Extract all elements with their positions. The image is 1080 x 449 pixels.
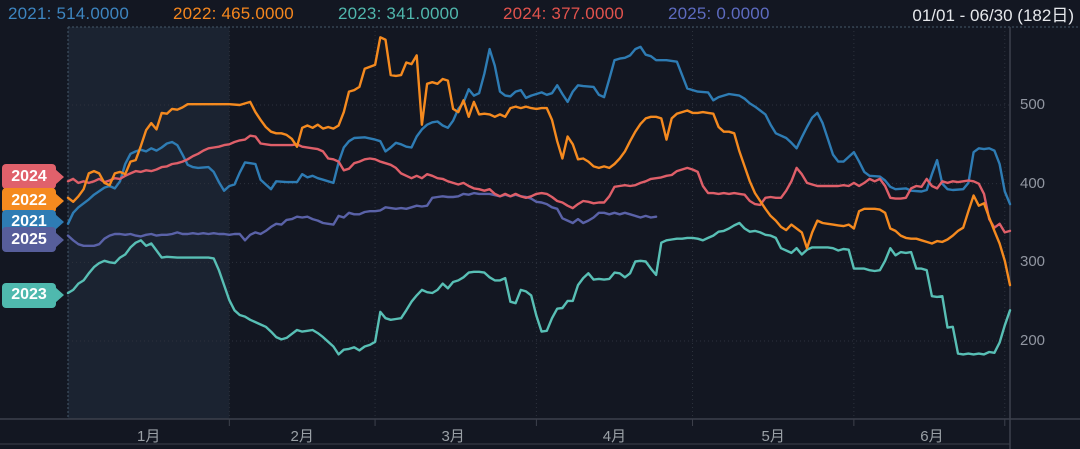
legend-item-2024[interactable]: 2024: 377.0000 [502,3,624,23]
x-axis-label-1月: 1月 [136,428,161,445]
x-axis-label-5月: 5月 [761,428,785,445]
series-value-badge-2023: 2023 [2,282,56,308]
legend-item-2025[interactable]: 2025: 0.0000 [667,3,770,23]
chart-legend: 2021: 514.0000 2022: 465.0000 2023: 341.00… [0,4,770,24]
date-range-label: 01/01 - 06/30 (182日) [912,6,1074,25]
series-value-badge-2025: 2025 [2,227,56,253]
y-axis-label-500: 500 [1020,96,1046,113]
series-value-badge-2024: 2024 [2,164,56,190]
y-axis-label-200: 200 [1020,332,1046,349]
x-axis-label-3月: 3月 [441,428,465,445]
legend-item-2023[interactable]: 2023: 341.0000 [337,3,459,23]
series-line-2025[interactable] [66,191,658,248]
january-highlight-region [68,27,230,419]
series-line-2023[interactable] [66,221,1012,356]
series-line-2021[interactable] [66,45,1012,226]
chart-header: 2021: 514.0000 2022: 465.0000 2023: 341.00… [0,0,1080,27]
legend-item-2022[interactable]: 2022: 465.0000 [172,3,294,23]
x-axis-label-6月: 6月 [920,428,944,445]
x-axis-label-4月: 4月 [602,428,627,445]
y-axis-label-400: 400 [1020,174,1046,192]
series-line-2022[interactable] [66,36,1012,287]
legend-item-2021[interactable]: 2021: 514.0000 [8,3,129,23]
x-axis-label-2月: 2月 [290,428,314,445]
series-line-2024[interactable] [66,134,1012,234]
y-axis-label-300: 300 [1020,253,1046,271]
